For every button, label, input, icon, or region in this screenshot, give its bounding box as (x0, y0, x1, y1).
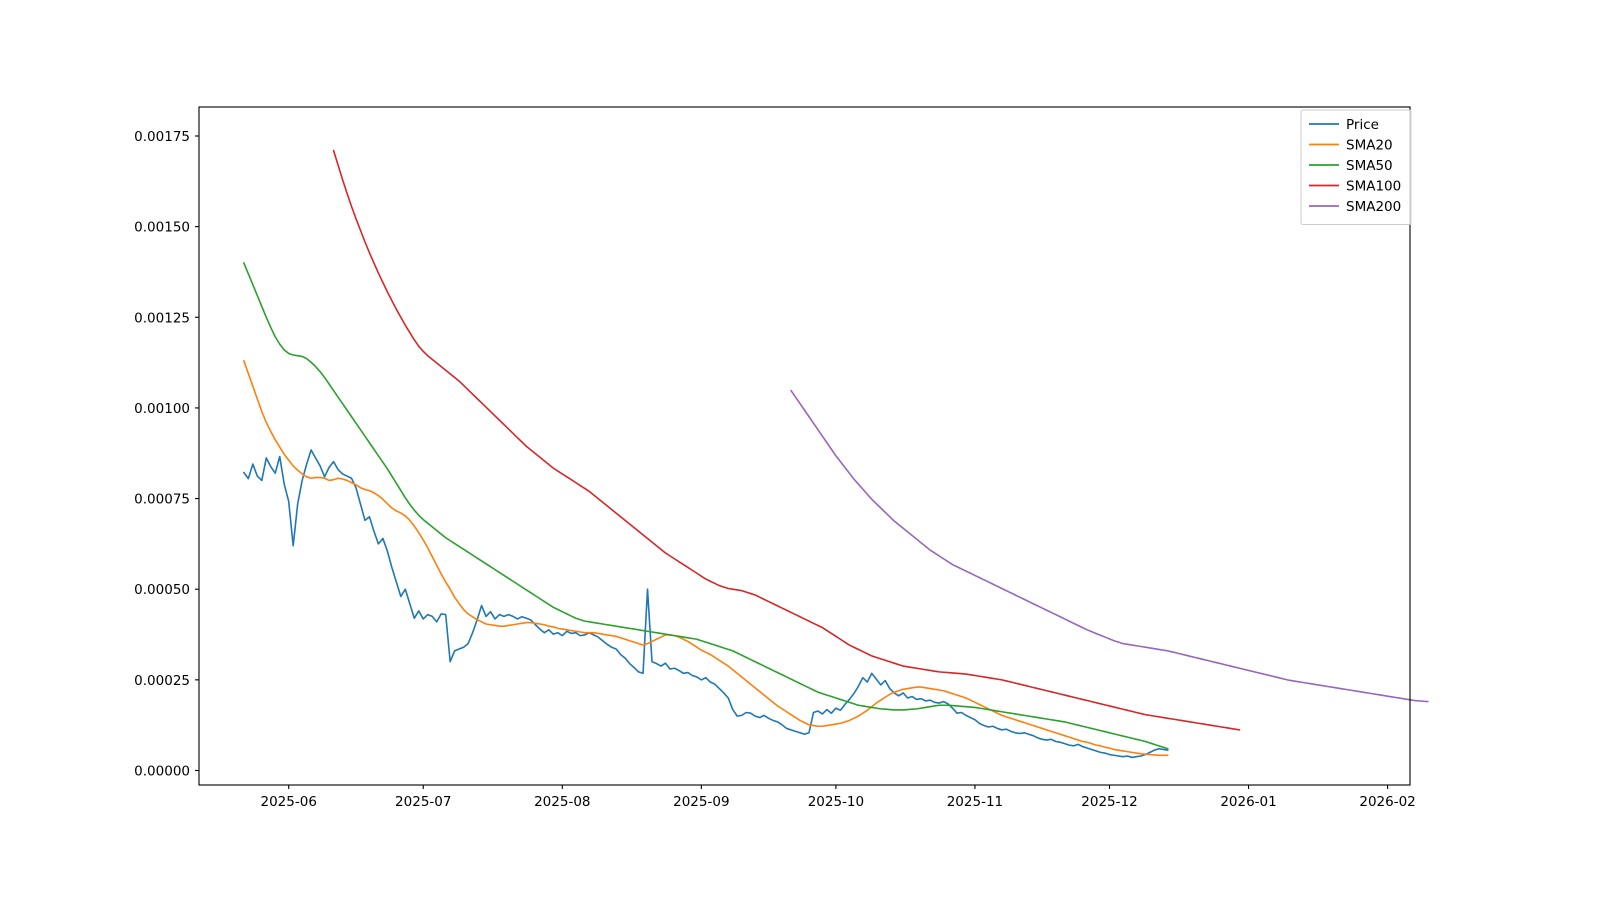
x-tick-label: 2025-11 (947, 794, 1003, 810)
series-line-sma20 (243, 360, 1169, 757)
y-axis-ticks: 0.00000 0.00025 0.00050 0.00075 0.00100 0.001… (134, 129, 199, 779)
series-line-price (243, 449, 1169, 759)
legend-label-sma50[interactable]: SMA50 (1346, 158, 1393, 174)
x-tick-label: 2025-07 (395, 794, 451, 810)
legend-label-sma20[interactable]: SMA20 (1346, 138, 1393, 154)
y-tick-label: 0.00100 (134, 401, 190, 417)
y-tick-label: 0.00125 (134, 310, 190, 326)
y-tick-label: 0.00075 (134, 492, 190, 508)
x-tick-label: 2026-02 (1359, 794, 1415, 810)
legend-label-sma200[interactable]: SMA200 (1346, 199, 1401, 215)
y-tick-label: 0.00150 (134, 220, 190, 236)
y-tick-label: 0.00050 (134, 582, 190, 598)
legend-label-sma100[interactable]: SMA100 (1346, 179, 1401, 195)
x-tick-label: 2025-10 (808, 794, 864, 810)
series-line-sma100 (332, 149, 1241, 731)
x-tick-label: 2025-06 (261, 794, 317, 810)
legend-label-price[interactable]: Price (1346, 117, 1379, 133)
x-tick-label: 2026-01 (1220, 794, 1276, 810)
series-line-sma50 (243, 262, 1169, 750)
data-series-group (243, 149, 1429, 759)
legend-box (1300, 109, 1412, 225)
chart-legend[interactable]: Price SMA20 SMA50 SMA100 SMA200 (1300, 109, 1412, 225)
x-tick-label: 2025-09 (673, 794, 729, 810)
plot-background (199, 107, 1410, 785)
y-tick-label: 0.00000 (134, 763, 190, 779)
y-tick-label: 0.00025 (134, 673, 190, 689)
x-axis-ticks: 2025-06 2025-07 2025-08 2025-09 2025-10 2025-… (261, 785, 1416, 810)
x-tick-label: 2025-12 (1081, 794, 1137, 810)
axes-spines (198, 106, 1411, 786)
y-tick-label: 0.00175 (134, 129, 190, 145)
series-line-sma200 (790, 389, 1429, 703)
x-tick-label: 2025-08 (534, 794, 590, 810)
